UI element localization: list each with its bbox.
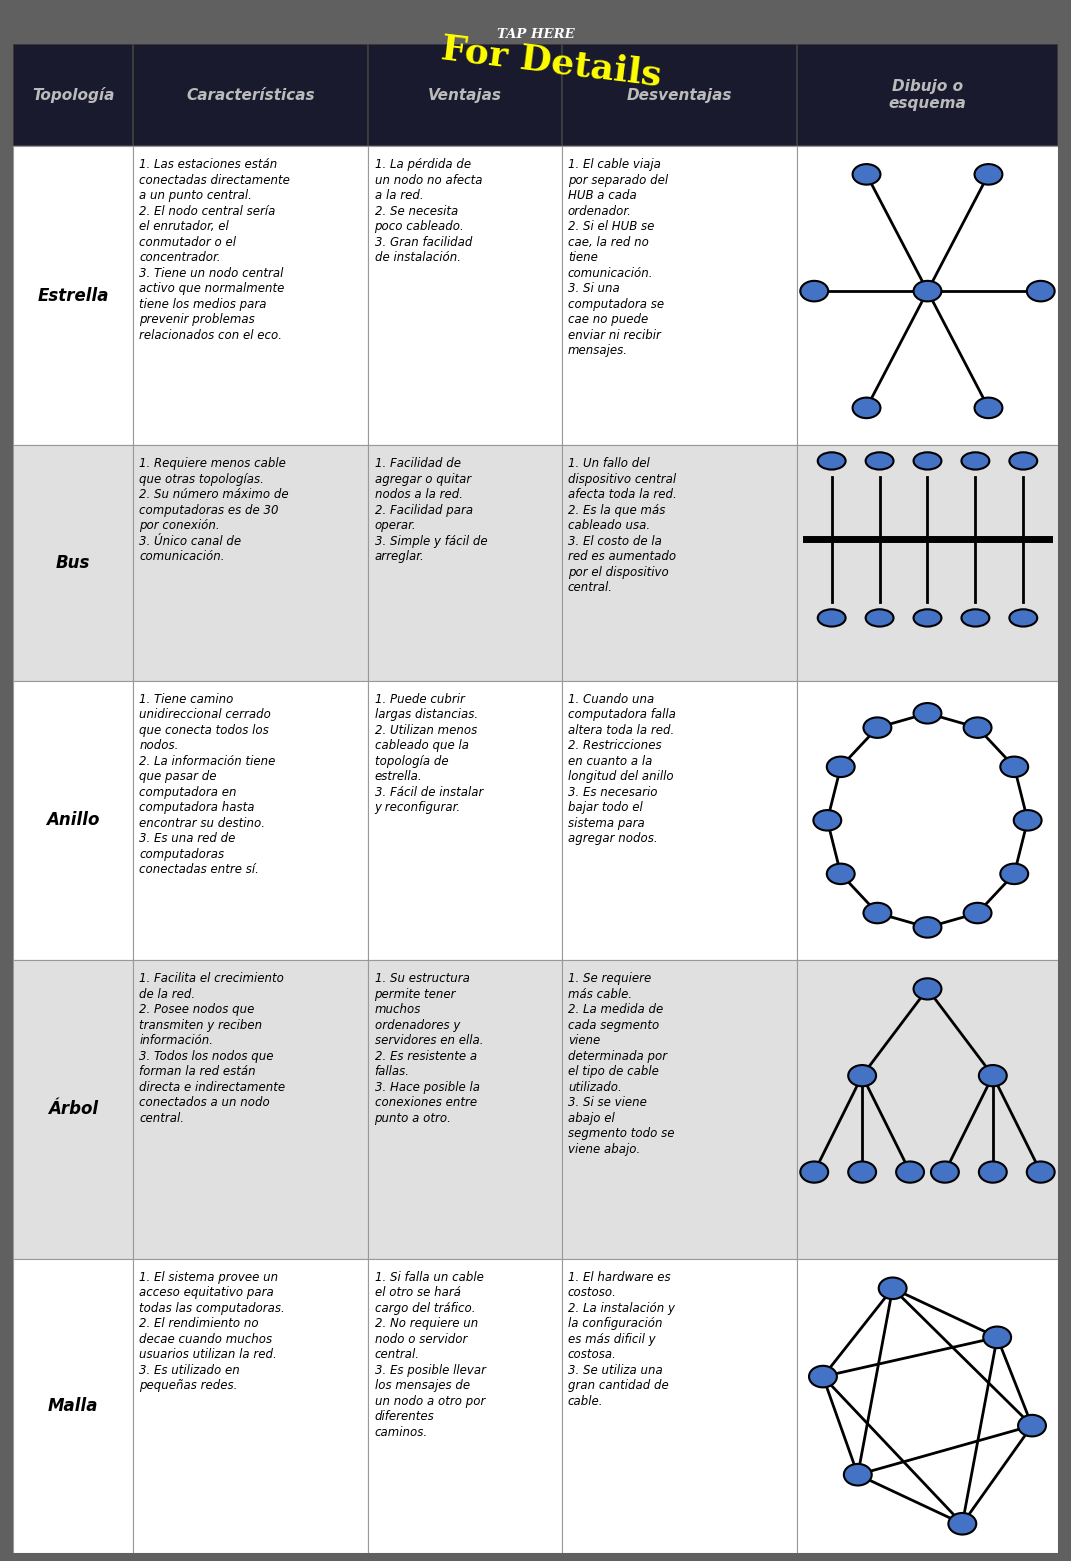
Text: 1. Facilidad de
agregar o quitar
nodos a la red.
2. Facilidad para
operar.
3. Si: 1. Facilidad de agregar o quitar nodos a… xyxy=(375,457,487,564)
Text: Malla: Malla xyxy=(48,1397,99,1414)
Text: 1. Se requiere
más cable.
2. La medida de
cada segmento
viene
determinada por
el: 1. Se requiere más cable. 2. La medida d… xyxy=(568,973,675,1155)
Bar xyxy=(133,44,368,147)
Text: Topología: Topología xyxy=(32,87,115,103)
Bar xyxy=(797,445,1058,681)
Text: Dibujo o
esquema: Dibujo o esquema xyxy=(889,80,966,111)
Bar xyxy=(368,1258,561,1553)
Text: 1. Requiere menos cable
que otras topologías.
2. Su número máximo de
computadora: 1. Requiere menos cable que otras topolo… xyxy=(139,457,289,564)
Bar xyxy=(13,44,133,147)
Text: 1. Las estaciones están
conectadas directamente
a un punto central.
2. El nodo c: 1. Las estaciones están conectadas direc… xyxy=(139,158,290,342)
Bar xyxy=(797,1258,1058,1553)
Text: Bus: Bus xyxy=(56,554,90,571)
Text: TAP HERE: TAP HERE xyxy=(497,28,574,41)
Bar xyxy=(13,445,133,681)
Bar xyxy=(797,681,1058,960)
Text: 1. Un fallo del
dispositivo central
afecta toda la red.
2. Es la que más
cablead: 1. Un fallo del dispositivo central afec… xyxy=(568,457,677,595)
Bar xyxy=(561,147,797,445)
Bar xyxy=(561,44,797,147)
Text: For Details: For Details xyxy=(439,33,664,92)
Bar xyxy=(561,1258,797,1553)
Bar xyxy=(561,960,797,1258)
Bar xyxy=(13,1258,133,1553)
Bar xyxy=(133,1258,368,1553)
Text: 1. Puede cubrir
largas distancias.
2. Utilizan menos
cableado que la
topología d: 1. Puede cubrir largas distancias. 2. Ut… xyxy=(375,693,483,815)
Text: 1. El cable viaja
por separado del
HUB a cada
ordenador.
2. Si el HUB se
cae, la: 1. El cable viaja por separado del HUB a… xyxy=(568,158,668,357)
Bar xyxy=(133,960,368,1258)
Bar xyxy=(797,44,1058,147)
Text: Desventajas: Desventajas xyxy=(627,87,731,103)
Bar xyxy=(133,445,368,681)
Text: Ventajas: Ventajas xyxy=(428,87,502,103)
Bar xyxy=(13,147,133,445)
Bar xyxy=(368,44,561,147)
Bar xyxy=(13,960,133,1258)
Bar xyxy=(368,960,561,1258)
Bar xyxy=(561,681,797,960)
Bar xyxy=(797,147,1058,445)
Text: 1. Tiene camino
unidireccional cerrado
que conecta todos los
nodos.
2. La inform: 1. Tiene camino unidireccional cerrado q… xyxy=(139,693,275,876)
Text: Anillo: Anillo xyxy=(46,812,100,829)
Bar xyxy=(368,681,561,960)
Text: 1. El sistema provee un
acceso equitativo para
todas las computadoras.
2. El ren: 1. El sistema provee un acceso equitativ… xyxy=(139,1271,285,1392)
Text: Estrella: Estrella xyxy=(37,287,109,304)
Text: 1. La pérdida de
un nodo no afecta
a la red.
2. Se necesita
poco cableado.
3. Gr: 1. La pérdida de un nodo no afecta a la … xyxy=(375,158,482,264)
Text: 1. Si falla un cable
el otro se hará
cargo del tráfico.
2. No requiere un
nodo o: 1. Si falla un cable el otro se hará car… xyxy=(375,1271,485,1439)
Bar xyxy=(133,681,368,960)
Bar xyxy=(797,960,1058,1258)
Text: 1. El hardware es
costoso.
2. La instalación y
la configuración
es más dificil y: 1. El hardware es costoso. 2. La instala… xyxy=(568,1271,675,1408)
Text: 1. Facilita el crecimiento
de la red.
2. Posee nodos que
transmiten y reciben
in: 1. Facilita el crecimiento de la red. 2.… xyxy=(139,973,286,1124)
Text: 1. Cuando una
computadora falla
altera toda la red.
2. Restricciones
en cuanto a: 1. Cuando una computadora falla altera t… xyxy=(568,693,676,846)
Text: 1. Su estructura
permite tener
muchos
ordenadores y
servidores en ella.
2. Es re: 1. Su estructura permite tener muchos or… xyxy=(375,973,483,1124)
Bar xyxy=(368,445,561,681)
Bar xyxy=(368,147,561,445)
Text: Árbol: Árbol xyxy=(48,1101,99,1118)
Text: Características: Características xyxy=(186,87,315,103)
Bar xyxy=(13,681,133,960)
Bar xyxy=(133,147,368,445)
Bar xyxy=(561,445,797,681)
